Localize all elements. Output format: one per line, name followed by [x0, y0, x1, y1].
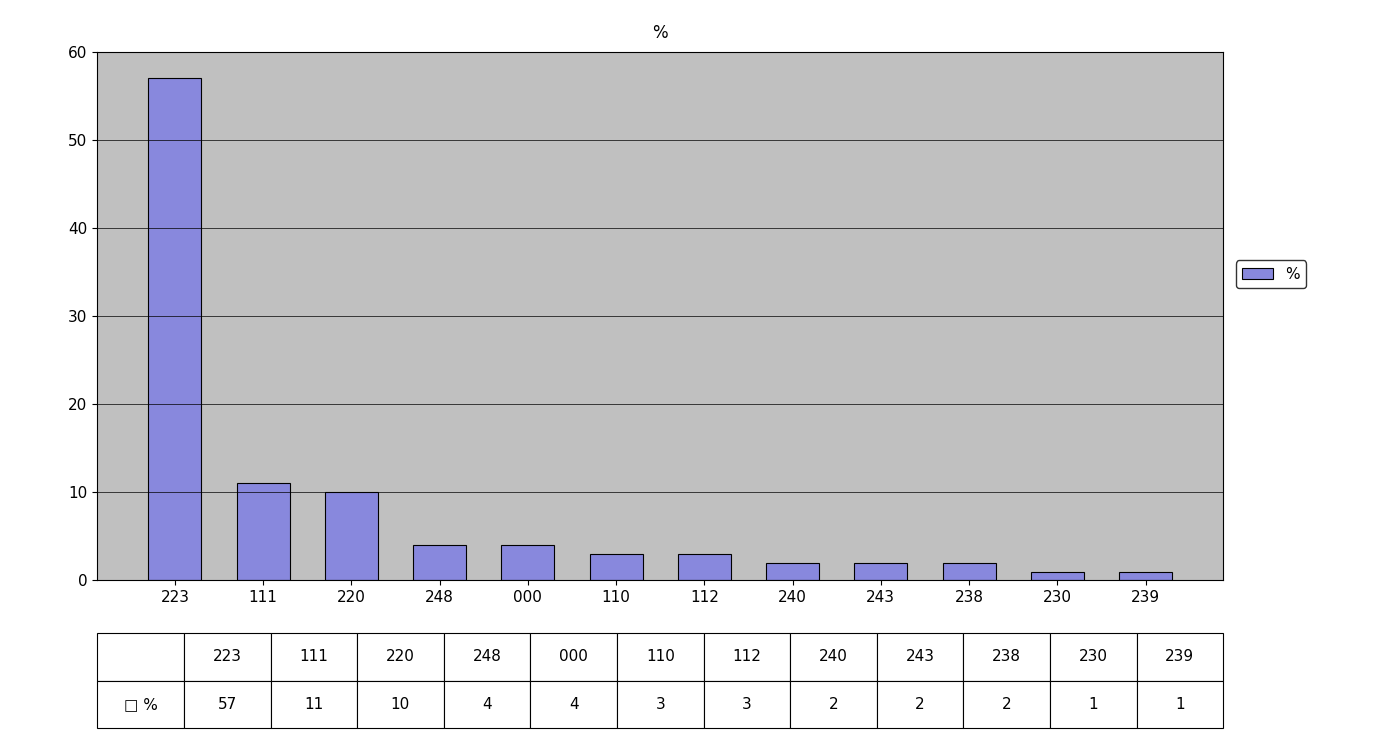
Bar — [1119, 571, 1172, 580]
Bar — [149, 78, 202, 580]
Bar — [502, 545, 555, 580]
Bar — [766, 562, 819, 580]
Title: %: % — [652, 25, 669, 42]
Bar — [1031, 571, 1084, 580]
Bar — [678, 554, 731, 580]
Bar — [942, 562, 995, 580]
Bar — [589, 554, 642, 580]
Bar — [236, 484, 289, 580]
Bar — [413, 545, 466, 580]
Bar — [855, 562, 908, 580]
Legend: %: % — [1236, 260, 1305, 288]
Bar — [325, 493, 378, 580]
